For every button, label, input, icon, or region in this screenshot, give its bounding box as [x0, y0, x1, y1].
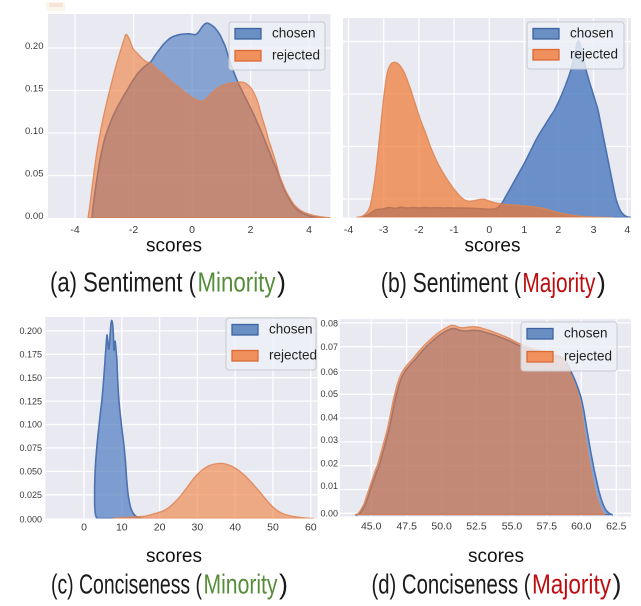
svg-text:52.5: 52.5 — [466, 521, 487, 533]
svg-text:0.125: 0.125 — [19, 396, 42, 406]
svg-text:50.0: 50.0 — [431, 521, 452, 533]
svg-text:1: 1 — [521, 224, 527, 236]
svg-text:(a) Sentiment (: (a) Sentiment ( — [50, 267, 197, 298]
svg-text:0.050: 0.050 — [19, 467, 42, 477]
svg-text:chosen: chosen — [272, 26, 316, 41]
svg-text:-1: -1 — [449, 224, 458, 236]
svg-text:): ) — [279, 569, 288, 600]
svg-text:chosen: chosen — [564, 326, 608, 341]
svg-text:0.20: 0.20 — [25, 41, 44, 52]
svg-text:0.025: 0.025 — [19, 490, 42, 500]
svg-text:rejected: rejected — [272, 48, 320, 63]
svg-text:0.05: 0.05 — [25, 169, 44, 180]
svg-text:): ) — [613, 569, 622, 600]
svg-text:rejected: rejected — [564, 349, 612, 364]
svg-text:scores: scores — [146, 546, 202, 567]
svg-text:-3: -3 — [379, 224, 388, 236]
svg-text:Majority: Majority — [522, 267, 595, 298]
svg-text:scores: scores — [146, 236, 202, 257]
svg-text:0.02: 0.02 — [320, 459, 338, 469]
svg-text:0.07: 0.07 — [320, 342, 338, 352]
svg-text:50: 50 — [267, 522, 279, 534]
svg-text:20: 20 — [154, 522, 166, 534]
svg-text:Majority: Majority — [532, 569, 611, 600]
svg-text:0.03: 0.03 — [320, 435, 338, 445]
svg-text:-2: -2 — [414, 224, 423, 236]
svg-text:0.00: 0.00 — [320, 509, 338, 519]
svg-text:2: 2 — [248, 224, 254, 236]
svg-text:10: 10 — [116, 522, 128, 534]
svg-text:0.06: 0.06 — [320, 367, 338, 377]
svg-text:47.5: 47.5 — [396, 521, 417, 533]
svg-text:0.10: 0.10 — [25, 126, 44, 137]
svg-text:0.04: 0.04 — [320, 413, 338, 423]
svg-text:45.0: 45.0 — [361, 521, 382, 533]
svg-text:0.100: 0.100 — [19, 420, 42, 430]
svg-text:0: 0 — [486, 224, 492, 236]
svg-text:0.08: 0.08 — [320, 319, 338, 329]
svg-text:55.0: 55.0 — [502, 521, 523, 533]
svg-text:0.150: 0.150 — [19, 373, 42, 383]
svg-text:0.00: 0.00 — [25, 211, 44, 222]
svg-text:-4: -4 — [344, 224, 353, 236]
svg-text:-4: -4 — [70, 224, 79, 236]
svg-text:rejected: rejected — [269, 348, 317, 363]
svg-text:-2: -2 — [129, 224, 138, 236]
svg-text:2: 2 — [555, 224, 561, 236]
svg-text:0.15: 0.15 — [25, 84, 44, 95]
svg-text:4: 4 — [306, 224, 312, 236]
svg-text:60.0: 60.0 — [571, 521, 592, 533]
svg-text:0.075: 0.075 — [19, 443, 42, 453]
svg-text:60: 60 — [305, 522, 317, 534]
svg-text:3: 3 — [591, 224, 597, 236]
svg-text:30: 30 — [192, 522, 204, 534]
svg-text:62.5: 62.5 — [606, 521, 627, 533]
svg-text:scores: scores — [468, 546, 524, 567]
svg-text:57.5: 57.5 — [537, 521, 558, 533]
svg-text:4: 4 — [624, 224, 630, 236]
svg-text:): ) — [277, 267, 286, 298]
svg-text:(d) Conciseness (: (d) Conciseness ( — [372, 569, 531, 600]
svg-text:0: 0 — [189, 224, 195, 236]
svg-text:0.01: 0.01 — [320, 481, 338, 491]
svg-text:Minority: Minority — [198, 267, 276, 298]
svg-text:chosen: chosen — [570, 26, 614, 41]
svg-text:chosen: chosen — [269, 322, 313, 337]
svg-text:0.05: 0.05 — [320, 389, 338, 399]
svg-text:0.200: 0.200 — [19, 326, 42, 336]
svg-text:0: 0 — [81, 522, 87, 534]
svg-text:rejected: rejected — [570, 47, 618, 62]
svg-text:(c) Conciseness (: (c) Conciseness ( — [51, 569, 202, 600]
svg-text:Minority: Minority — [204, 569, 278, 600]
svg-text:): ) — [597, 267, 606, 298]
svg-text:0.175: 0.175 — [19, 350, 42, 360]
svg-text:0.000: 0.000 — [19, 515, 42, 525]
svg-text:(b) Sentiment (: (b) Sentiment ( — [381, 267, 522, 298]
svg-text:scores: scores — [465, 236, 521, 257]
svg-text:40: 40 — [229, 522, 241, 534]
